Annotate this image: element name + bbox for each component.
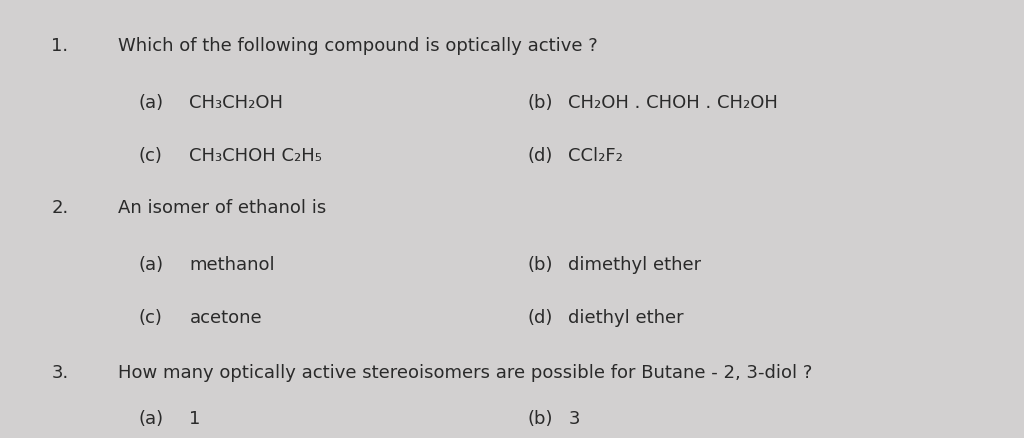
Text: How many optically active stereoisomers are possible for Butane - 2, 3-diol ?: How many optically active stereoisomers … (118, 364, 812, 381)
Text: CH₂OH . CHOH . CH₂OH: CH₂OH . CHOH . CH₂OH (568, 94, 778, 112)
Text: (d): (d) (527, 309, 553, 327)
Text: (a): (a) (138, 94, 164, 112)
Text: 2.: 2. (51, 199, 69, 217)
Text: 1: 1 (189, 410, 201, 427)
Text: Which of the following compound is optically active ?: Which of the following compound is optic… (118, 37, 598, 55)
Text: acetone: acetone (189, 309, 262, 327)
Text: (d): (d) (527, 147, 553, 165)
Text: (a): (a) (138, 256, 164, 274)
Text: CCl₂F₂: CCl₂F₂ (568, 147, 624, 165)
Text: (b): (b) (527, 410, 553, 427)
Text: (c): (c) (138, 147, 162, 165)
Text: diethyl ether: diethyl ether (568, 309, 684, 327)
Text: CH₃CH₂OH: CH₃CH₂OH (189, 94, 284, 112)
Text: CH₃CHOH C₂H₅: CH₃CHOH C₂H₅ (189, 147, 323, 165)
Text: 3: 3 (568, 410, 580, 427)
Text: (b): (b) (527, 94, 553, 112)
Text: (c): (c) (138, 309, 162, 327)
Text: methanol: methanol (189, 256, 275, 274)
Text: 1.: 1. (51, 37, 69, 55)
Text: dimethyl ether: dimethyl ether (568, 256, 701, 274)
Text: An isomer of ethanol is: An isomer of ethanol is (118, 199, 326, 217)
Text: 3.: 3. (51, 364, 69, 381)
Text: (a): (a) (138, 410, 164, 427)
Text: (b): (b) (527, 256, 553, 274)
